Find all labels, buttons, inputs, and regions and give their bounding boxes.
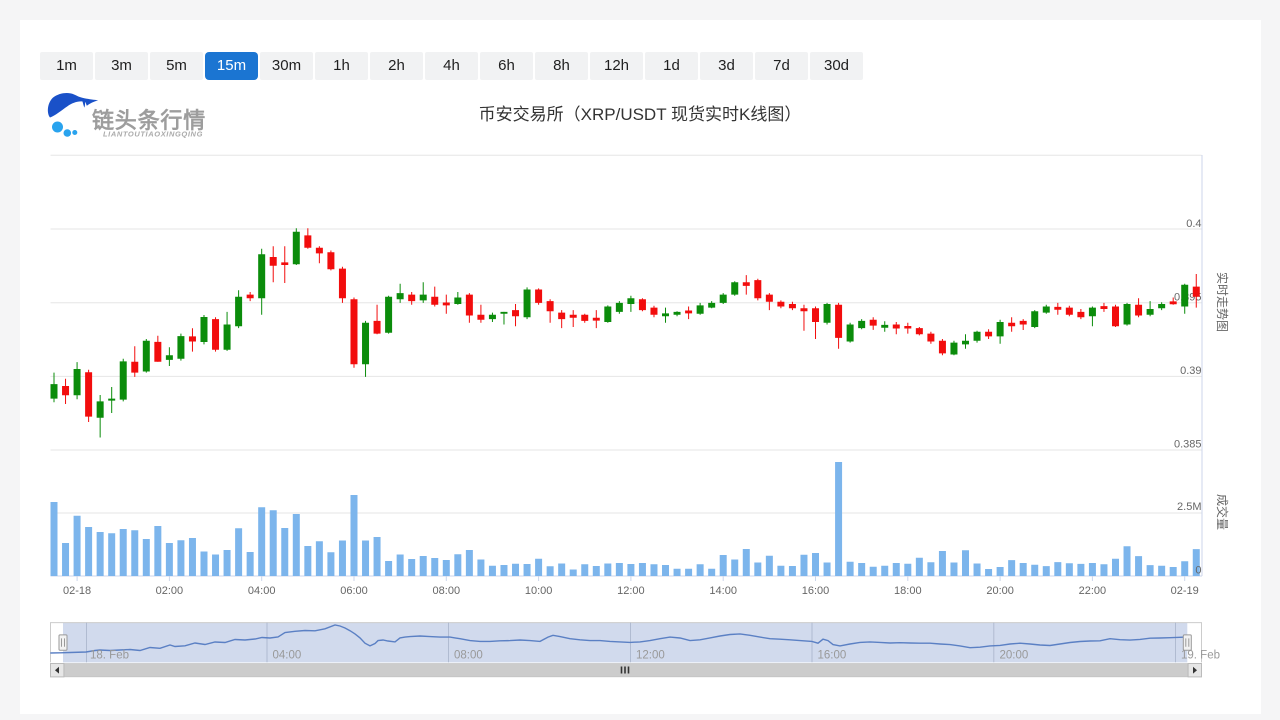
svg-text:0.4: 0.4 bbox=[1186, 218, 1201, 230]
svg-text:20:00: 20:00 bbox=[986, 585, 1014, 597]
svg-text:2.5M: 2.5M bbox=[1177, 501, 1201, 513]
svg-text:19. Feb: 19. Feb bbox=[1181, 650, 1220, 662]
svg-text:实时走势图: 实时走势图 bbox=[1215, 272, 1230, 332]
svg-text:18. Feb: 18. Feb bbox=[90, 650, 129, 662]
svg-text:10:00: 10:00 bbox=[525, 585, 553, 597]
svg-text:02-18: 02-18 bbox=[63, 585, 91, 597]
svg-text:0.385: 0.385 bbox=[1174, 439, 1202, 451]
svg-text:12:00: 12:00 bbox=[617, 585, 645, 597]
svg-text:12:00: 12:00 bbox=[636, 650, 665, 662]
svg-text:0: 0 bbox=[1195, 565, 1201, 577]
svg-text:06:00: 06:00 bbox=[340, 585, 368, 597]
svg-text:20:00: 20:00 bbox=[1000, 650, 1029, 662]
svg-text:04:00: 04:00 bbox=[248, 585, 276, 597]
svg-text:02-19: 02-19 bbox=[1171, 585, 1199, 597]
svg-text:04:00: 04:00 bbox=[273, 650, 302, 662]
svg-text:16:00: 16:00 bbox=[802, 585, 830, 597]
svg-text:LIANTOUTIAOXINGQING: LIANTOUTIAOXINGQING bbox=[103, 130, 203, 139]
svg-text:14:00: 14:00 bbox=[709, 585, 737, 597]
svg-text:0.39: 0.39 bbox=[1180, 365, 1201, 377]
svg-text:18:00: 18:00 bbox=[894, 585, 922, 597]
svg-text:成交量: 成交量 bbox=[1215, 494, 1230, 530]
svg-text:02:00: 02:00 bbox=[156, 585, 184, 597]
svg-text:08:00: 08:00 bbox=[433, 585, 461, 597]
svg-text:16:00: 16:00 bbox=[818, 650, 847, 662]
svg-text:22:00: 22:00 bbox=[1079, 585, 1107, 597]
svg-text:链头条行情: 链头条行情 bbox=[92, 108, 206, 133]
svg-text:08:00: 08:00 bbox=[454, 650, 483, 662]
